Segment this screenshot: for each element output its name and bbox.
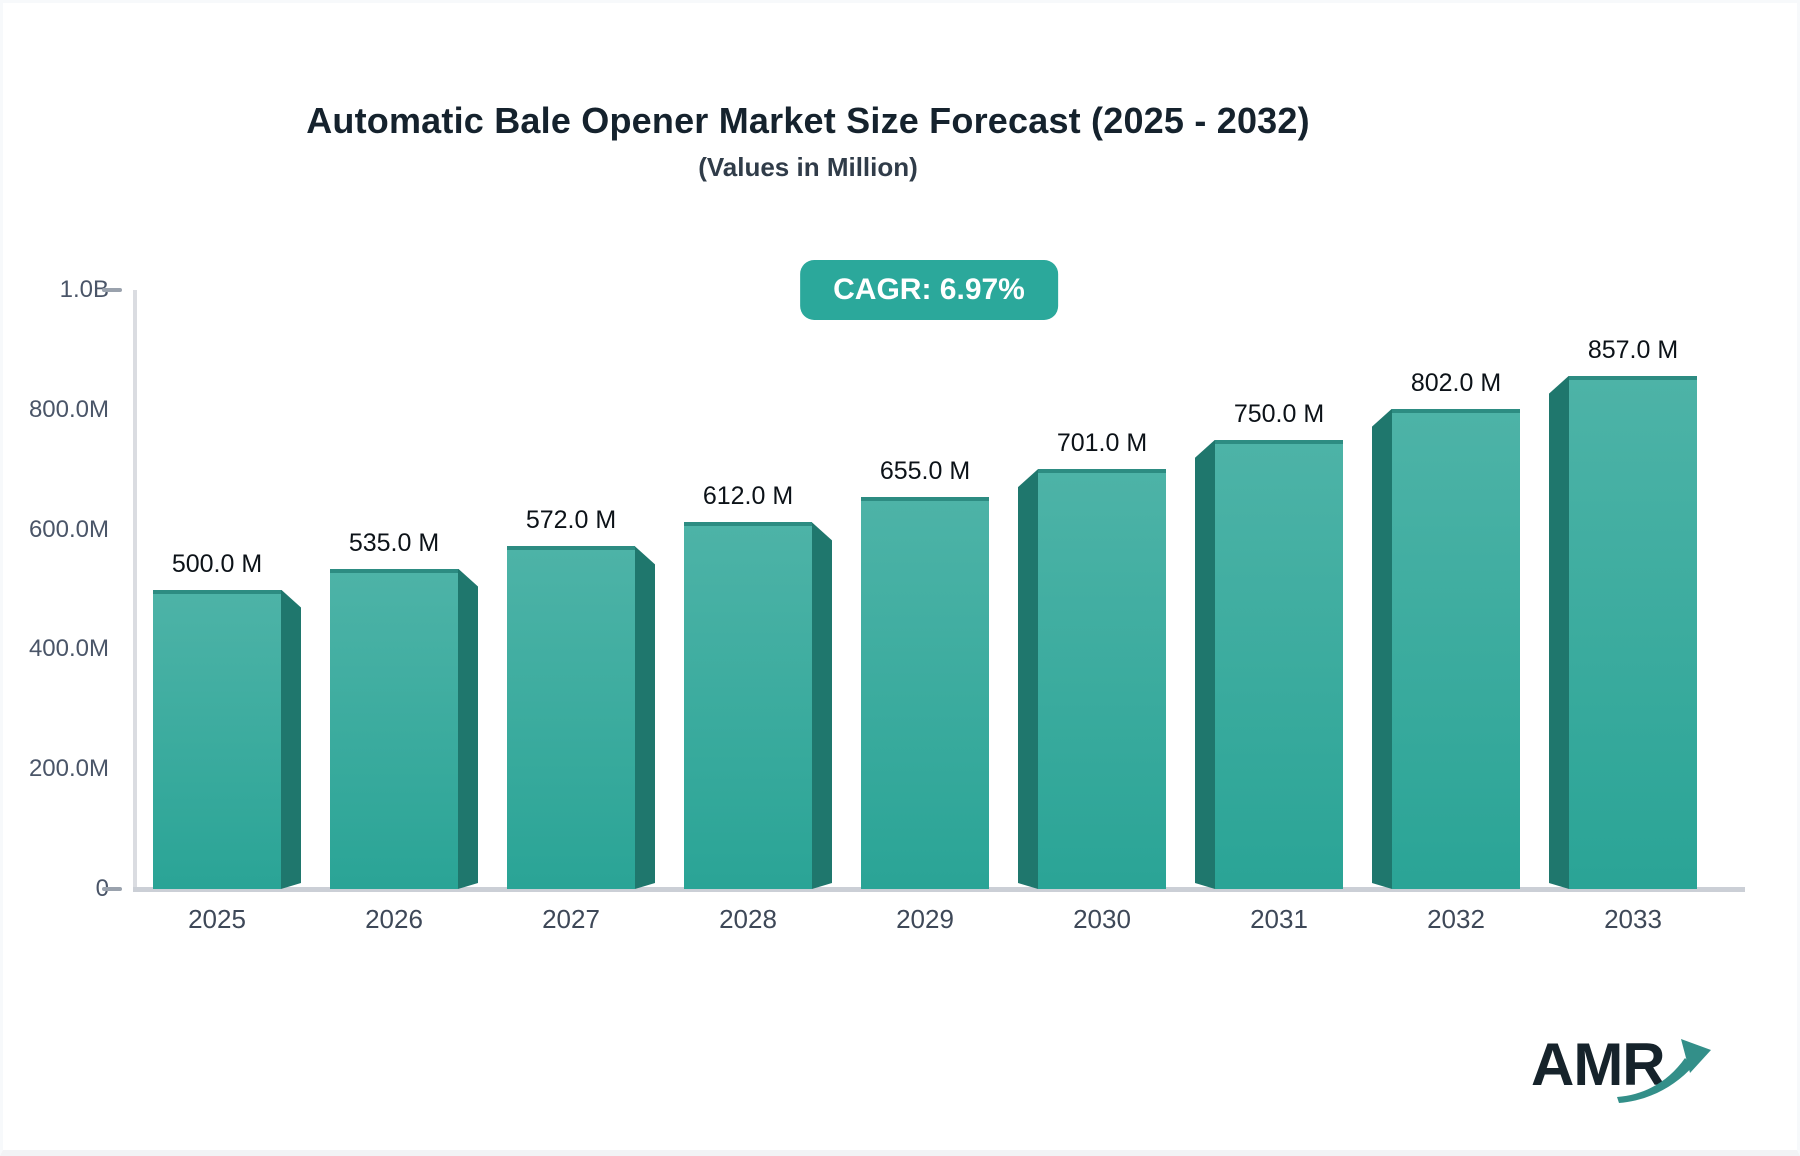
y-axis-line (133, 290, 137, 889)
x-tick-label: 2025 (188, 904, 246, 934)
growth-arrow-icon (1617, 1039, 1711, 1103)
bar-value-label: 655.0 M (879, 456, 971, 485)
bar-value-label: 612.0 M (702, 482, 794, 511)
bar-face (1569, 375, 1697, 889)
x-axis-line (133, 887, 1745, 892)
bar-side (281, 590, 301, 890)
bar-value-label: 500.0 M (171, 549, 263, 578)
bar-face (684, 522, 812, 889)
amr-logo-text: AMR (1531, 1031, 1666, 1098)
y-tick-dash (102, 887, 122, 891)
bar-side (1549, 376, 1569, 889)
bar-side (458, 569, 478, 889)
chart-subtitle: (Values in Million) (698, 152, 918, 182)
bar-value-label: 572.0 M (525, 506, 617, 535)
bar-side (635, 546, 655, 889)
chart-title: Automatic Bale Opener Market Size Foreca… (306, 100, 1310, 141)
bar-value-label: 857.0 M (1587, 335, 1679, 364)
bar-face (153, 589, 281, 889)
y-tick-label: 800.0M (28, 395, 109, 423)
bar-face (330, 568, 458, 889)
cagr-badge: CAGR: 6.97% (800, 260, 1058, 320)
x-tick-label: 2029 (896, 904, 954, 934)
bar-side (812, 522, 832, 889)
bar-face (1215, 439, 1343, 889)
x-tick-label: 2032 (1427, 904, 1485, 934)
bar-side (1018, 469, 1038, 889)
bar-value-label: 701.0 M (1056, 429, 1148, 458)
amr-logo: AMR (1531, 1033, 1711, 1109)
x-tick-label: 2033 (1604, 904, 1662, 934)
x-tick-label: 2031 (1250, 904, 1308, 934)
bar-value-label: 535.0 M (348, 528, 440, 557)
bar-side (1372, 409, 1392, 889)
y-tick-label: 600.0M (28, 515, 109, 543)
y-tick-label: 400.0M (28, 635, 109, 663)
x-tick-label: 2026 (365, 904, 423, 934)
y-tick-dash (102, 288, 122, 292)
bar-face (1038, 469, 1166, 889)
x-tick-label: 2027 (542, 904, 600, 934)
bar-face (507, 546, 635, 889)
plot-area: 1.0B 800.0M 600.0M 400.0M 200.0M 0 500.0 M 2025… (3, 3, 1797, 1150)
y-tick-label: 200.0M (28, 755, 109, 783)
x-tick-label: 2028 (719, 904, 777, 934)
y-tick-label: 0 (3, 875, 109, 903)
bar-face (861, 496, 989, 889)
bar-side (1195, 440, 1215, 889)
x-tick-label: 2030 (1073, 904, 1131, 934)
bar-value-label: 802.0 M (1410, 368, 1502, 397)
y-tick-label: 1.0B (59, 276, 109, 303)
bar-value-label: 750.0 M (1233, 399, 1325, 428)
bar-face (1392, 408, 1520, 889)
